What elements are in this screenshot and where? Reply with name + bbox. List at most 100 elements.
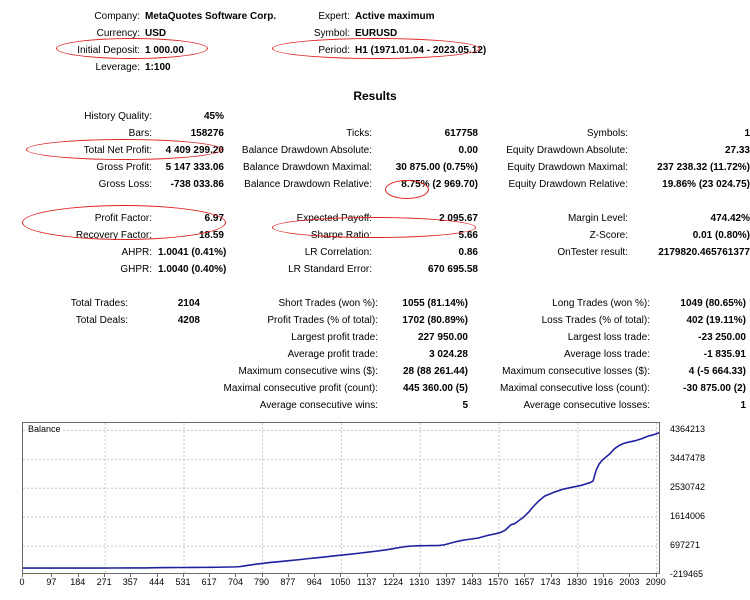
- field-value: USD: [145, 28, 167, 39]
- chart-svg: [23, 423, 659, 573]
- x-tick-mark: [104, 574, 106, 577]
- stat-empty: [0, 346, 200, 363]
- chart-legend-label: Balance: [27, 424, 62, 434]
- stat-label: Total Deals:: [75, 315, 128, 326]
- stat-label: Long Trades (won %):: [552, 298, 650, 309]
- stat-history-quality: History Quality: 45%: [0, 108, 224, 125]
- field-value: H1 (1971.01.04 - 2023.05.12): [355, 45, 487, 56]
- stat-label: Largest profit trade:: [291, 332, 378, 343]
- chart-y-axis-labels: -219465 697271 1614006 2530742 3447478 436421…: [666, 420, 732, 579]
- stat-value: 18.59: [198, 230, 224, 241]
- stat-label: Average profit trade:: [287, 349, 378, 360]
- stat-empty: [0, 397, 200, 414]
- stat-label: Total Trades:: [70, 298, 128, 309]
- x-tick-mark: [629, 574, 631, 577]
- x-tick-label: 1830: [566, 577, 587, 587]
- stat-label: Gross Profit:: [96, 162, 152, 173]
- field-value: 1:100: [145, 62, 171, 73]
- stat-value: 237 238.32 (11.72%): [657, 162, 750, 173]
- field-label: Company:: [94, 11, 140, 22]
- x-tick-mark: [655, 574, 657, 577]
- stats-row: Bars: 158276 Ticks: 617758 Symbols: 1: [0, 125, 750, 142]
- x-tick-label: 531: [175, 577, 191, 587]
- x-tick-label: 1483: [461, 577, 482, 587]
- stat-label: Symbols:: [586, 128, 628, 139]
- x-tick-mark: [51, 574, 53, 577]
- statistics-table: History Quality: 45% Bars: 158276 Ticks: 6177…: [0, 108, 750, 414]
- stat-value: 4208: [177, 315, 200, 326]
- x-tick-label: 964: [306, 577, 322, 587]
- x-tick-label: 271: [96, 577, 112, 587]
- x-tick-mark: [445, 574, 447, 577]
- stat-gross-profit: Gross Profit: 5 147 333.06: [0, 159, 224, 176]
- stat-value: 617758: [444, 128, 478, 139]
- x-tick-label: 1137: [357, 577, 377, 587]
- stat-label: Balance Drawdown Relative:: [244, 179, 372, 190]
- stat-ontester-result: OnTester result: 2179820.465761377: [478, 244, 750, 261]
- stat-value: 445 360.00 (5): [402, 383, 468, 394]
- stat-long-trades-won: Long Trades (won %): 1049 (80.65%): [468, 295, 746, 312]
- header-field-period: Period: H1 (1971.01.04 - 2023.05.12): [280, 42, 580, 59]
- stat-maximal-consecutive-profit-count: Maximal consecutive profit (count): 445 3…: [200, 380, 468, 397]
- x-tick-mark: [183, 574, 185, 577]
- x-tick-label: 444: [149, 577, 165, 587]
- stat-equity-drawdown-absolute: Equity Drawdown Absolute: 27.33: [478, 142, 750, 159]
- stat-ticks: Ticks: 617758: [224, 125, 478, 142]
- x-tick-mark: [235, 574, 237, 577]
- stat-profit-trades-of-total: Profit Trades (% of total): 1702 (80.89%): [200, 312, 468, 329]
- stat-equity-drawdown-maximal: Equity Drawdown Maximal: 237 238.32 (11.7…: [478, 159, 750, 176]
- header-field-currency: Currency: USD: [0, 25, 280, 42]
- stats-row: Average profit trade: 3 024.28 Average los…: [0, 346, 750, 363]
- stat-ghpr: GHPR: 1.0040 (0.40%): [0, 261, 227, 278]
- stats-row: Maximal consecutive profit (count): 445 3…: [0, 380, 750, 397]
- stat-maximum-consecutive-wins: Maximum consecutive wins ($): 28 (88 261.…: [200, 363, 468, 380]
- stat-margin-level: Margin Level: 474.42%: [478, 210, 750, 227]
- stat-value: 670 695.58: [427, 264, 478, 275]
- stat-label: Maximum consecutive wins ($):: [238, 366, 378, 377]
- stat-label: LR Correlation:: [304, 247, 372, 258]
- stat-value: -738 033.86: [170, 179, 224, 190]
- stats-row: Largest profit trade: 227 950.00 Largest l…: [0, 329, 750, 346]
- x-tick-mark: [130, 574, 132, 577]
- stat-label: Recovery Factor:: [75, 230, 152, 241]
- stat-equity-drawdown-relative: Equity Drawdown Relative: 19.86% (23 024.…: [478, 176, 750, 193]
- stat-label: Sharpe Ratio:: [310, 230, 372, 241]
- stat-average-loss-trade: Average loss trade: -1 835.91: [468, 346, 746, 363]
- x-tick-label: 617: [201, 577, 217, 587]
- chart-plot-area: Balance: [22, 422, 660, 574]
- stat-average-consecutive-losses: Average consecutive losses: 1: [468, 397, 746, 414]
- stat-label: Equity Drawdown Maximal:: [507, 162, 628, 173]
- stat-largest-profit-trade: Largest profit trade: 227 950.00: [200, 329, 468, 346]
- x-tick-label: 790: [254, 577, 270, 587]
- stat-value: -30 875.00 (2): [683, 383, 746, 394]
- field-label: Symbol:: [313, 28, 350, 39]
- x-tick-label: 1916: [592, 577, 613, 587]
- report-header: Company: MetaQuotes Software Corp. Currenc…: [0, 8, 750, 76]
- stat-empty: [0, 329, 200, 346]
- stat-label: OnTester result:: [557, 247, 628, 258]
- stat-bars: Bars: 158276: [0, 125, 224, 142]
- x-tick-mark: [22, 574, 23, 577]
- stat-value: -23 250.00: [698, 332, 746, 343]
- chart-x-axis-labels: 0 97 184 271 357 444 531 617 704 790 877 964 1050 113…: [19, 576, 732, 596]
- stat-maximal-consecutive-loss-count: Maximal consecutive loss (count): -30 875…: [468, 380, 746, 397]
- x-tick-mark: [393, 574, 395, 577]
- stat-largest-loss-trade: Largest loss trade: -23 250.00: [468, 329, 746, 346]
- stat-empty: [0, 380, 200, 397]
- stat-label: Balance Drawdown Maximal:: [243, 162, 372, 173]
- stat-label: Loss Trades (% of total):: [541, 315, 650, 326]
- stat-label: Profit Factor:: [94, 213, 152, 224]
- stat-label: Equity Drawdown Absolute:: [506, 145, 628, 156]
- y-tick-label: -219465: [670, 569, 704, 579]
- stat-value: 1049 (80.65%): [680, 298, 746, 309]
- spacer-row-2: [0, 278, 750, 295]
- stats-row: Profit Factor: 6.97 Expected Payoff: 2 095.…: [0, 210, 750, 227]
- x-tick-label: 1397: [435, 577, 456, 587]
- x-tick-mark: [77, 574, 79, 577]
- field-value: MetaQuotes Software Corp.: [145, 11, 277, 22]
- header-field-leverage: Leverage: 1:100: [0, 59, 280, 76]
- stat-value: 1.0040 (0.40%): [158, 264, 227, 275]
- stat-value: 2104: [177, 298, 200, 309]
- x-tick-mark: [287, 574, 289, 577]
- x-tick-mark: [524, 574, 526, 577]
